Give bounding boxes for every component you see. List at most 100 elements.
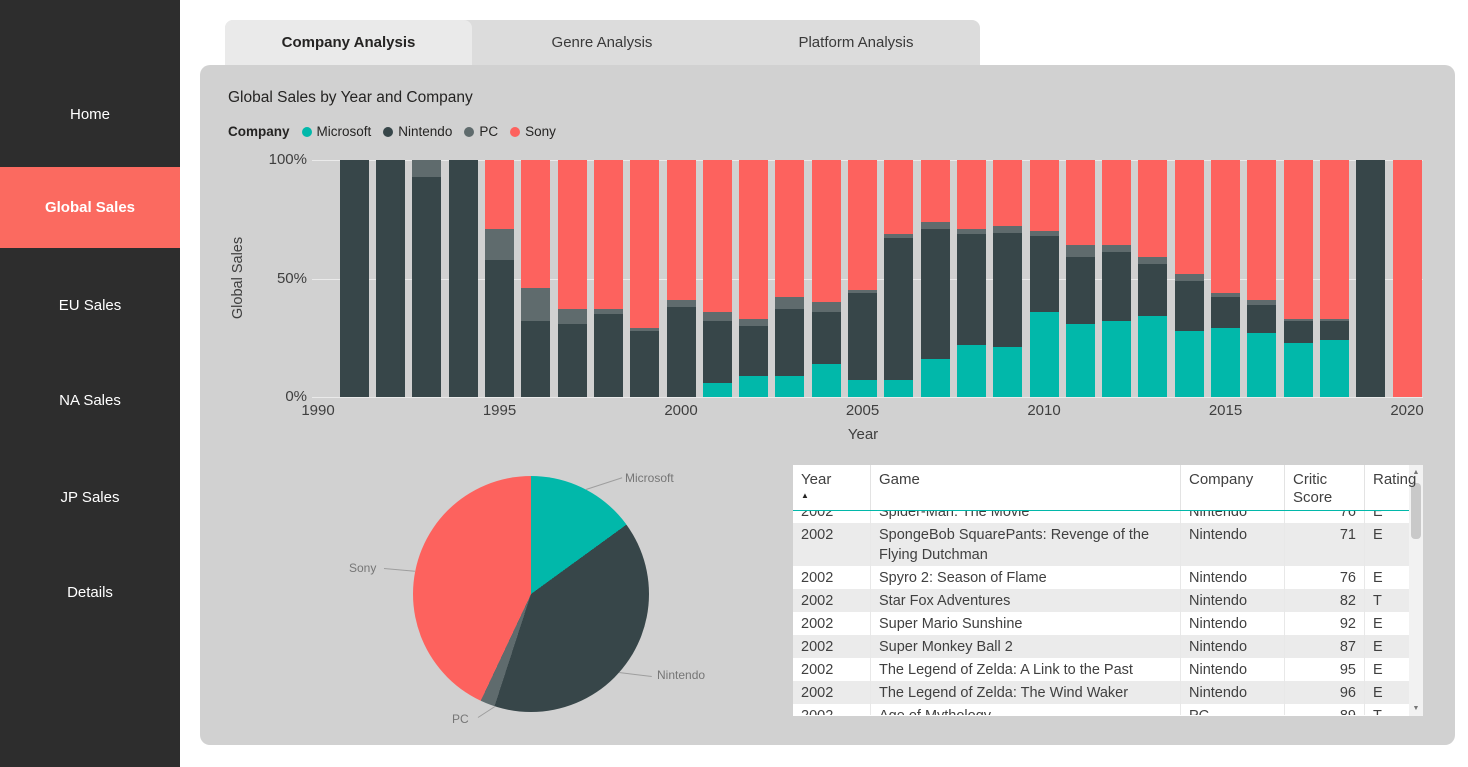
- bar-segment-nintendo[interactable]: [666, 306, 696, 397]
- bar-segment-microsoft[interactable]: [1319, 340, 1349, 397]
- bar-segment-nintendo[interactable]: [448, 160, 478, 397]
- bar-segment-nintendo[interactable]: [1211, 297, 1240, 329]
- bar-segment-pc[interactable]: [593, 309, 623, 315]
- bar-segment-pc[interactable]: [1174, 273, 1204, 281]
- bar-segment-pc[interactable]: [884, 233, 914, 239]
- sidebar-item-details[interactable]: Details: [67, 583, 113, 601]
- bar-segment-nintendo[interactable]: [1102, 252, 1132, 322]
- sidebar-item-home[interactable]: Home: [69, 105, 110, 123]
- bar-segment-sony[interactable]: [920, 160, 950, 222]
- bar-segment-sony[interactable]: [739, 160, 769, 319]
- bar-segment-nintendo[interactable]: [884, 238, 914, 381]
- column-header-rating[interactable]: Rating: [1365, 465, 1416, 510]
- bar-segment-pc[interactable]: [1247, 299, 1277, 305]
- bar-segment-nintendo[interactable]: [1029, 235, 1059, 312]
- bar-segment-microsoft[interactable]: [1102, 321, 1132, 397]
- bar-segment-microsoft[interactable]: [1065, 323, 1095, 397]
- table-row[interactable]: 2002Age of MythologyPC89T: [793, 704, 1409, 715]
- sidebar-item-eu-sales[interactable]: EU Sales: [58, 296, 122, 314]
- bar-segment-nintendo[interactable]: [993, 233, 1023, 348]
- bar-segment-sony[interactable]: [811, 160, 841, 303]
- bar-segment-microsoft[interactable]: [1211, 328, 1240, 397]
- bar-segment-nintendo[interactable]: [811, 311, 841, 364]
- table-row[interactable]: 2002 SpongeBob SquarePants: Revenge of th…: [793, 523, 1409, 566]
- bar-segment-sony[interactable]: [1065, 160, 1095, 246]
- bar-segment-sony[interactable]: [1392, 160, 1422, 397]
- tab-genre-analysis[interactable]: Genre Analysis: [551, 34, 653, 51]
- bar-segment-pc[interactable]: [811, 302, 841, 312]
- bar-segment-pc[interactable]: [848, 290, 877, 293]
- table-scrollbar[interactable]: ▲ ▼: [1409, 465, 1423, 716]
- bar-segment-microsoft[interactable]: [811, 363, 841, 397]
- bar-segment-pc[interactable]: [1319, 318, 1349, 322]
- bar-segment-microsoft[interactable]: [1138, 316, 1168, 397]
- scroll-down-icon[interactable]: ▼: [1412, 705, 1420, 712]
- column-header-critic-score[interactable]: Critic Score: [1285, 465, 1365, 510]
- legend-item-sony[interactable]: Sony: [510, 124, 556, 139]
- column-header-company[interactable]: Company: [1181, 465, 1285, 510]
- bar-segment-pc[interactable]: [521, 288, 551, 322]
- tab-platform-analysis[interactable]: Platform Analysis: [798, 34, 914, 51]
- bar-segment-sony[interactable]: [1138, 160, 1168, 258]
- bar-segment-microsoft[interactable]: [920, 359, 950, 397]
- bar-segment-nintendo[interactable]: [920, 228, 950, 360]
- bar-segment-sony[interactable]: [521, 160, 551, 288]
- table-row[interactable]: 2002 The Legend of Zelda: The Wind Waker N…: [793, 681, 1409, 704]
- bar-segment-pc[interactable]: [485, 228, 514, 260]
- tab-company-analysis[interactable]: Company Analysis: [225, 20, 472, 65]
- bar-segment-pc[interactable]: [666, 299, 696, 307]
- bar-segment-pc[interactable]: [412, 160, 442, 177]
- bar-segment-sony[interactable]: [848, 160, 877, 291]
- bar-segment-microsoft[interactable]: [1247, 333, 1277, 397]
- bar-segment-sony[interactable]: [1174, 160, 1204, 274]
- sidebar-item-global-sales[interactable]: Global Sales: [0, 167, 180, 248]
- table-row[interactable]: 2002 Star Fox Adventures Nintendo 82 T: [793, 589, 1409, 612]
- bar-segment-sony[interactable]: [1102, 160, 1132, 246]
- bar-segment-sony[interactable]: [884, 160, 914, 234]
- bar-segment-microsoft[interactable]: [1029, 311, 1059, 397]
- bar-segment-microsoft[interactable]: [1283, 342, 1313, 397]
- bar-segment-nintendo[interactable]: [630, 330, 660, 397]
- bar-segment-pc[interactable]: [775, 297, 805, 310]
- bar-segment-microsoft[interactable]: [884, 380, 914, 397]
- scrollbar-thumb[interactable]: [1411, 483, 1421, 539]
- table-row[interactable]: 2002 Super Monkey Ball 2 Nintendo 87 E: [793, 635, 1409, 658]
- bar-segment-sony[interactable]: [630, 160, 660, 329]
- bar-segment-nintendo[interactable]: [1138, 264, 1168, 317]
- bar-segment-nintendo[interactable]: [1356, 160, 1386, 397]
- bar-segment-sony[interactable]: [1211, 160, 1240, 293]
- scroll-up-icon[interactable]: ▲: [1412, 469, 1420, 476]
- bar-segment-pc[interactable]: [739, 318, 769, 326]
- company-pie-chart[interactable]: [413, 476, 649, 712]
- table-row[interactable]: 2002 Spyro 2: Season of Flame Nintendo 76 E: [793, 566, 1409, 589]
- bar-segment-sony[interactable]: [1319, 160, 1349, 319]
- table-row[interactable]: 2002 Super Mario Sunshine Nintendo 92 E: [793, 612, 1409, 635]
- bar-segment-nintendo[interactable]: [557, 323, 587, 397]
- sidebar-item-jp-sales[interactable]: JP Sales: [60, 488, 120, 506]
- bar-segment-sony[interactable]: [1283, 160, 1313, 319]
- bar-segment-pc[interactable]: [630, 328, 660, 331]
- sidebar-item-na-sales[interactable]: NA Sales: [59, 391, 121, 409]
- bar-segment-microsoft[interactable]: [956, 344, 986, 397]
- legend-item-microsoft[interactable]: Microsoft: [301, 124, 371, 139]
- bar-segment-pc[interactable]: [956, 228, 986, 234]
- bar-segment-nintendo[interactable]: [376, 160, 406, 397]
- bar-segment-pc[interactable]: [920, 221, 950, 229]
- bar-segment-pc[interactable]: [1211, 292, 1240, 298]
- bar-segment-pc[interactable]: [1138, 257, 1168, 265]
- bar-segment-sony[interactable]: [775, 160, 805, 298]
- bar-segment-sony[interactable]: [1029, 160, 1059, 232]
- bar-segment-nintendo[interactable]: [848, 292, 877, 381]
- bar-segment-nintendo[interactable]: [485, 259, 514, 397]
- bar-segment-pc[interactable]: [702, 311, 732, 322]
- bar-segment-nintendo[interactable]: [739, 325, 769, 376]
- bar-segment-nintendo[interactable]: [1283, 321, 1313, 343]
- bar-segment-nintendo[interactable]: [702, 321, 732, 383]
- bar-segment-sony[interactable]: [557, 160, 587, 310]
- bar-segment-nintendo[interactable]: [521, 321, 551, 397]
- column-header-game[interactable]: Game: [871, 465, 1181, 510]
- column-header-year[interactable]: Year ▲: [793, 465, 871, 510]
- bar-segment-sony[interactable]: [993, 160, 1023, 227]
- bar-segment-pc[interactable]: [1283, 318, 1313, 322]
- bar-segment-sony[interactable]: [593, 160, 623, 310]
